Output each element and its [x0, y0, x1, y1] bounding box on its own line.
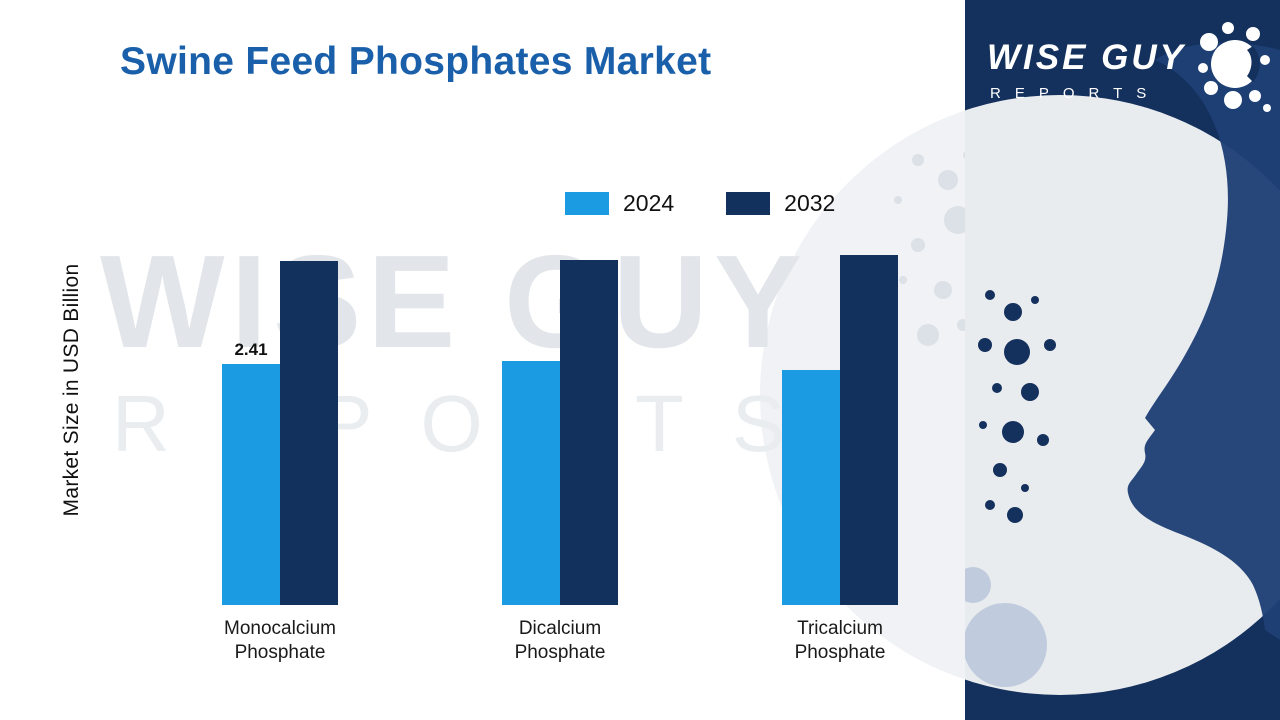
legend-label: 2032	[784, 190, 836, 216]
bar-value-label: 2.41	[234, 340, 268, 359]
category-label: Dicalcium Phosphate	[514, 618, 606, 663]
bar-2024-tricalcium-phosphate	[782, 370, 840, 605]
bar-group-1: 2.41 Monocalcium Phosphate	[222, 230, 338, 663]
logo-head-icon	[1198, 22, 1271, 112]
bar	[502, 361, 560, 605]
watermark-line1: WISE GUY	[100, 228, 809, 375]
legend-swatch-2032	[726, 192, 771, 215]
brand-wordmark: WISE GUY	[987, 38, 1187, 77]
legend-item-2032: 2032	[726, 190, 835, 217]
panel-dots-blue	[965, 567, 1047, 687]
bar	[782, 370, 840, 605]
bar	[280, 261, 338, 605]
bar-pair	[502, 260, 618, 605]
panel-dots-navy	[978, 290, 1056, 523]
bar-2024-monocalcium-phosphate: 2.41	[222, 340, 280, 605]
bar	[840, 255, 898, 605]
bar-2024-dicalcium-phosphate	[502, 361, 560, 605]
bar-2032-dicalcium-phosphate	[560, 260, 618, 605]
bar-pair	[782, 255, 898, 605]
plot-area: 2.41 Monocalcium Phosphate Dicalcium Phosp…	[140, 230, 980, 663]
face-profile-shape	[1127, 42, 1280, 640]
y-axis-label: Market Size in USD Billion	[60, 263, 83, 517]
page-title: Swine Feed Phosphates Market	[120, 40, 712, 83]
legend-label: 2024	[623, 190, 675, 216]
bar-pair: 2.41	[222, 261, 338, 605]
category-label: Tricalcium Phosphate	[794, 618, 886, 663]
brand-panel: WISE GUY REPORTS	[965, 0, 1280, 720]
brand-logo: WISE GUY REPORTS	[987, 38, 1186, 102]
bar-2032-monocalcium-phosphate	[280, 261, 338, 605]
brand-wordmark-sub: REPORTS	[990, 85, 1161, 102]
head-silhouette-art	[965, 42, 1280, 687]
bar-group-3: Tricalcium Phosphate	[782, 230, 898, 663]
bar	[222, 364, 280, 605]
legend-swatch-2024	[565, 192, 609, 215]
category-label: Monocalcium Phosphate	[224, 618, 336, 663]
legend: 2024 2032	[565, 190, 835, 217]
legend-item-2024: 2024	[565, 190, 674, 217]
bar	[560, 260, 618, 605]
bar-2032-tricalcium-phosphate	[840, 255, 898, 605]
bar-group-2: Dicalcium Phosphate	[502, 230, 618, 663]
